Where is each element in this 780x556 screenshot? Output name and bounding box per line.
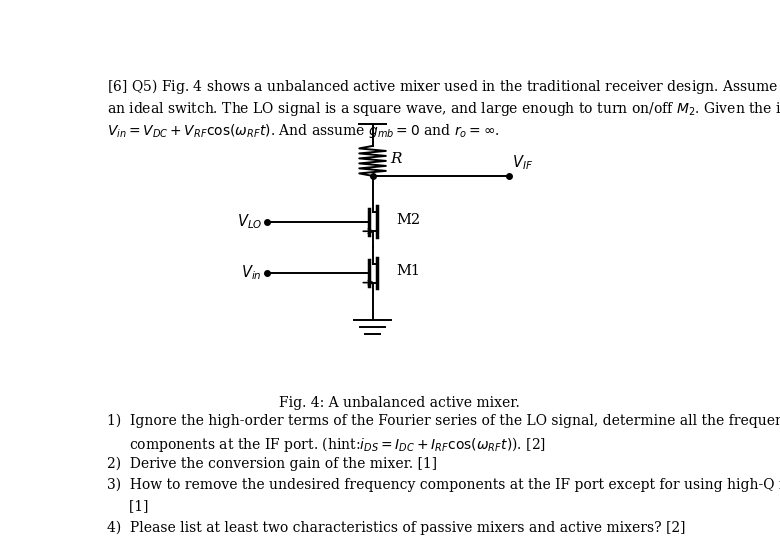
Text: 4)  Please list at least two characteristics of passive mixers and active mixers: 4) Please list at least two characterist… [107, 520, 685, 535]
Text: [1]: [1] [107, 499, 148, 513]
Text: an ideal switch. The LO signal is a square wave, and large enough to turn on/off: an ideal switch. The LO signal is a squa… [107, 100, 780, 118]
Text: M1: M1 [397, 264, 420, 278]
Text: 3)  How to remove the undesired frequency components at the IF port except for u: 3) How to remove the undesired frequency… [107, 478, 780, 492]
Text: M2: M2 [397, 212, 421, 226]
Text: 2)  Derive the conversion gain of the mixer. [1]: 2) Derive the conversion gain of the mix… [107, 456, 437, 471]
Text: $V_{LO}$: $V_{LO}$ [236, 212, 262, 231]
Text: [6] Q5) Fig. 4 shows a unbalanced active mixer used in the traditional receiver : [6] Q5) Fig. 4 shows a unbalanced active… [107, 77, 780, 96]
Text: $V_{IF}$: $V_{IF}$ [512, 154, 533, 172]
Text: 1)  Ignore the high-order terms of the Fourier series of the LO signal, determin: 1) Ignore the high-order terms of the Fo… [107, 414, 780, 428]
Text: components at the IF port. (hint:$i_{DS} = I_{DC} + I_{RF}\cos(\omega_{RF}t)$). : components at the IF port. (hint:$i_{DS}… [107, 435, 545, 454]
Text: $V_{in}$: $V_{in}$ [241, 264, 262, 282]
Text: Fig. 4: A unbalanced active mixer.: Fig. 4: A unbalanced active mixer. [279, 396, 520, 410]
Text: $V_{in} = V_{DC} + V_{RF}\cos(\omega_{RF}t)$. And assume $g_{mb} = 0$ and $r_o =: $V_{in} = V_{DC} + V_{RF}\cos(\omega_{RF… [107, 122, 499, 140]
Text: R: R [391, 152, 402, 166]
